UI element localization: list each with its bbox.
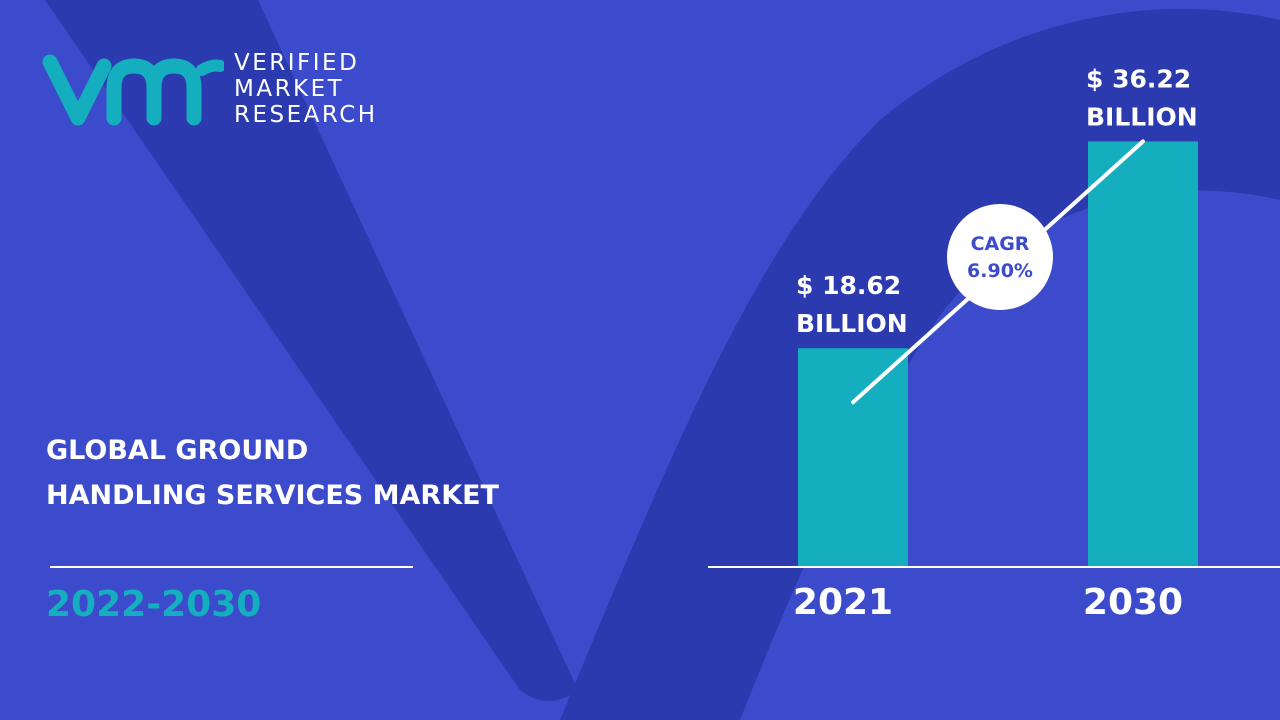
forecast-period: 2022-2030 <box>46 584 262 625</box>
logo-line-2: MARKET <box>234 76 345 102</box>
report-title: GLOBAL GROUND HANDLING SERVICES MARKET <box>46 428 499 518</box>
logo-wordmark: VERIFIED MARKET RESEARCH <box>234 50 378 128</box>
x-tick-label-2021: 2021 <box>793 582 893 623</box>
cagr-badge-circle <box>947 204 1053 310</box>
value-label-2030-line-2: BILLION <box>1086 102 1198 131</box>
vmr-logo-icon <box>42 54 224 126</box>
value-label-2021-line-2: BILLION <box>796 309 908 338</box>
cagr-badge: CAGR 6.90% <box>947 204 1053 310</box>
bar-2021 <box>798 348 908 567</box>
v-shape-left-arm <box>45 0 578 701</box>
report-title-line-1: GLOBAL GROUND <box>46 435 309 466</box>
value-label-2021-line-1: $ 18.62 <box>796 271 901 300</box>
title-divider <box>50 566 413 568</box>
x-tick-label-2030: 2030 <box>1083 582 1183 623</box>
bar-2030 <box>1088 141 1198 568</box>
report-title-line-2: HANDLING SERVICES MARKET <box>46 480 499 511</box>
cagr-badge-value: 6.90% <box>967 260 1033 282</box>
value-label-2030-line-1: $ 36.22 <box>1086 64 1191 93</box>
logo-line-1: VERIFIED <box>234 50 360 76</box>
logo-line-3: RESEARCH <box>234 102 378 128</box>
cagr-badge-label: CAGR <box>971 233 1030 255</box>
